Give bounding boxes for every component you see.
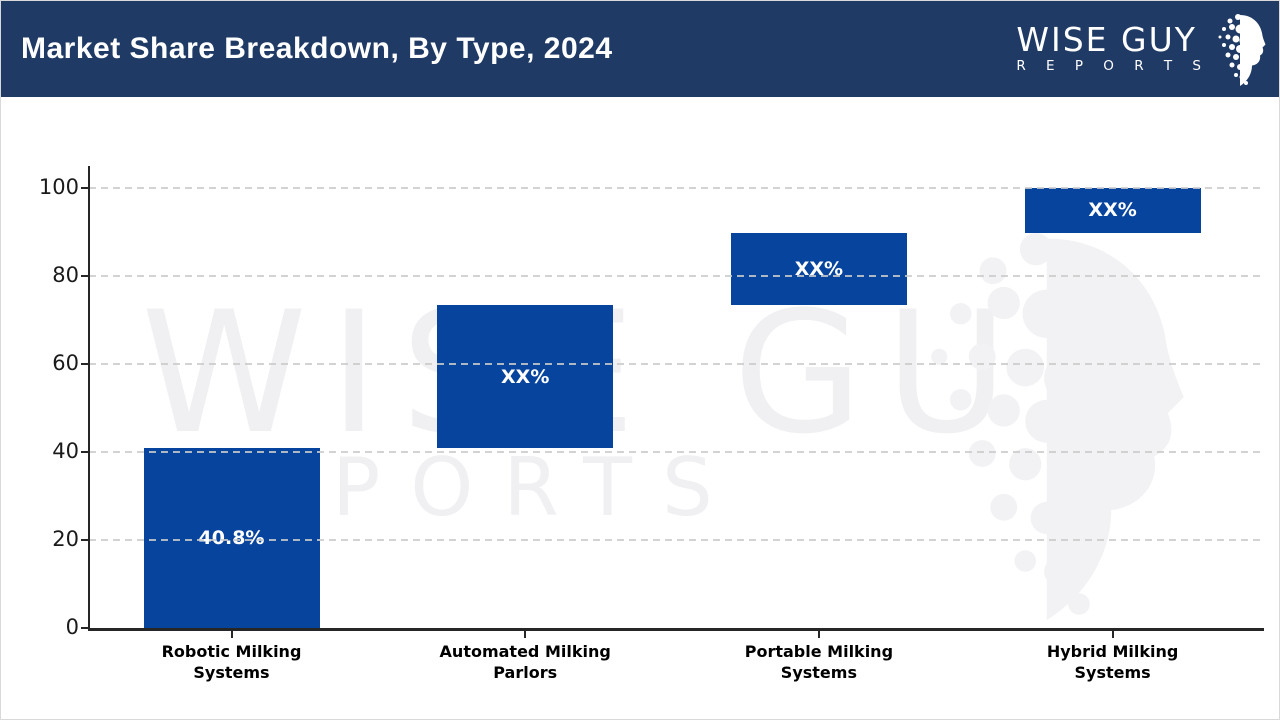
category-label: Portable Milking Systems: [744, 642, 894, 682]
x-axis-line: [88, 628, 1264, 631]
logo-head-icon: [1218, 14, 1266, 86]
category-label: Robotic Milking Systems: [161, 642, 302, 682]
bar-segment: XX%: [730, 232, 907, 306]
y-axis-tick: [81, 627, 89, 629]
y-axis-tick-label: 80: [52, 263, 79, 287]
y-axis-tick-label: 20: [52, 527, 79, 551]
gridline: [89, 451, 1264, 453]
bar-value-label: 40.8%: [199, 527, 265, 549]
y-axis-tick: [81, 187, 89, 189]
gridline: [89, 275, 1264, 277]
chart-area: WISE GUY REPORTS 40.8%XX%XX%XX%020406080…: [1, 97, 1279, 719]
category-label: Hybrid Milking Systems: [1046, 642, 1179, 682]
y-axis-tick-label: 0: [65, 615, 79, 639]
watermark-head-icon: [931, 233, 1184, 621]
logo-wordmark-line2: R E P O R T S: [1016, 58, 1209, 74]
x-axis-tick: [817, 631, 820, 638]
bar-segment: XX%: [437, 305, 614, 449]
logo-wordmark: WISE GUY R E P O R T S: [1016, 20, 1209, 75]
x-axis-tick: [230, 631, 233, 638]
category-label: Automated Milking Parlors: [439, 642, 611, 682]
y-axis-tick: [81, 275, 89, 277]
logo-wordmark-line1: WISE GUY: [1016, 20, 1197, 59]
gridline: [89, 187, 1264, 189]
bar-value-label: XX%: [501, 365, 550, 388]
y-axis-tick-label: 60: [52, 351, 79, 375]
bar-segment: XX%: [1024, 188, 1201, 233]
wise-guy-logo: WISE GUY R E P O R T S: [1016, 7, 1267, 91]
y-axis-tick: [81, 539, 89, 541]
header-banner: Market Share Breakdown, By Type, 2024 WI…: [1, 1, 1279, 97]
page-title: Market Share Breakdown, By Type, 2024: [21, 32, 613, 65]
gridline: [89, 539, 1264, 541]
bar-value-label: XX%: [794, 257, 844, 280]
y-axis-tick-label: 100: [38, 175, 79, 199]
y-axis-tick: [81, 363, 89, 365]
gridline: [89, 363, 1264, 365]
x-axis-tick: [524, 631, 527, 638]
bar-segment: 40.8%: [143, 448, 320, 628]
y-axis-tick-label: 40: [52, 439, 79, 463]
y-axis-tick: [81, 451, 89, 453]
x-axis-tick: [1111, 631, 1114, 638]
y-axis-line: [88, 166, 90, 631]
bar-value-label: XX%: [1088, 199, 1137, 222]
